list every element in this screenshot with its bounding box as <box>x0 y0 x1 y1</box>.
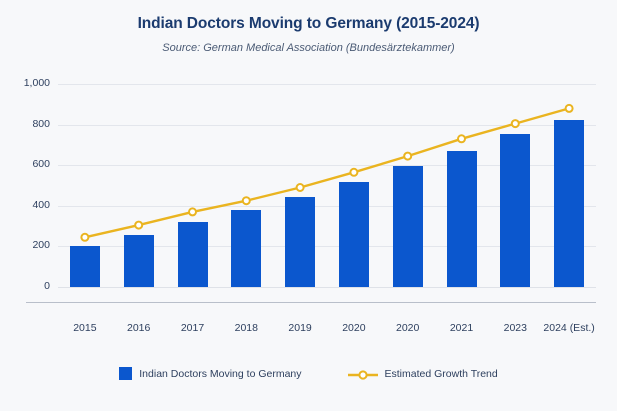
legend-item-trend[interactable]: Estimated Growth Trend <box>347 367 498 380</box>
x-tick-label: 2024 (Est.) <box>543 322 595 334</box>
legend-label-bars: Indian Doctors Moving to Germany <box>139 367 302 380</box>
chart-legend: Indian Doctors Moving to Germany Estimat… <box>0 367 617 380</box>
bar[interactable] <box>446 151 477 287</box>
y-tick-label: 800 <box>32 117 50 130</box>
x-tick-label: 2015 <box>73 322 97 334</box>
trend-point[interactable]: 2023: 805 <box>510 119 520 129</box>
y-tick-label: 200 <box>32 239 50 252</box>
trend-line-layer: 2015: 245 2016: 305 2017: 370 2018: 425 2019… <box>80 103 574 242</box>
x-tick-label: 2017 <box>180 322 205 334</box>
y-tick-label: 1,000 <box>23 77 50 89</box>
trend-point[interactable]: 2016: 305 <box>134 220 144 230</box>
x-tick-label: 2020 <box>342 322 366 334</box>
gridline <box>58 165 596 166</box>
y-tick-label: 400 <box>32 198 50 211</box>
bar[interactable] <box>69 246 100 287</box>
chart-subtitle: Source: German Medical Association (Bund… <box>162 42 455 54</box>
title-block: Indian Doctors Moving to Germany (2015-2… <box>0 14 617 55</box>
trend-line <box>83 107 571 239</box>
gridline <box>58 125 596 126</box>
bar[interactable] <box>338 182 369 287</box>
legend-item-bars[interactable]: Indian Doctors Moving to Germany <box>119 367 302 380</box>
x-tick-label: 2018 <box>234 322 258 334</box>
x-tick-label: 2016 <box>127 322 151 334</box>
trend-point[interactable]: 2015: 245 <box>80 232 90 242</box>
gridline <box>58 206 596 207</box>
bar[interactable] <box>123 235 154 287</box>
x-tick-label: 2021 <box>449 322 474 334</box>
trend-point[interactable]: 2020: 645 <box>403 151 413 161</box>
bar[interactable] <box>177 222 208 287</box>
legend-line-swatch-icon <box>347 368 378 380</box>
gridline <box>58 246 596 247</box>
chart-title: Indian Doctors Moving to Germany (2015-2… <box>137 15 480 32</box>
bars-layer <box>58 84 596 287</box>
y-tick-label: 600 <box>32 158 50 171</box>
bar[interactable] <box>392 166 423 287</box>
bar[interactable] <box>231 209 262 287</box>
trend-point[interactable]: 2021: 730 <box>457 134 466 144</box>
gridline <box>58 287 596 288</box>
trend-point[interactable]: 2020: 565 <box>349 167 359 177</box>
bar[interactable] <box>500 133 531 287</box>
trend-point[interactable]: 2017: 370 <box>188 207 197 217</box>
x-tick-label: 2019 <box>288 322 312 334</box>
x-tick-label: 2023 <box>503 322 527 334</box>
x-tick-label: 2020 <box>396 322 420 334</box>
trend-point[interactable]: 2019: 490 <box>295 183 305 192</box>
trend-point[interactable]: 2018: 425 <box>241 196 251 206</box>
y-tick-label: 0 <box>44 280 50 292</box>
legend-bar-swatch-icon <box>119 367 133 380</box>
gridline <box>58 84 596 85</box>
legend-label-trend: Estimated Growth Trend <box>384 367 498 380</box>
bar[interactable] <box>554 119 585 287</box>
bar[interactable] <box>285 196 316 287</box>
trend-point[interactable]: 2024 (Est.): 880 <box>564 103 574 113</box>
x-axis-line <box>26 302 596 303</box>
